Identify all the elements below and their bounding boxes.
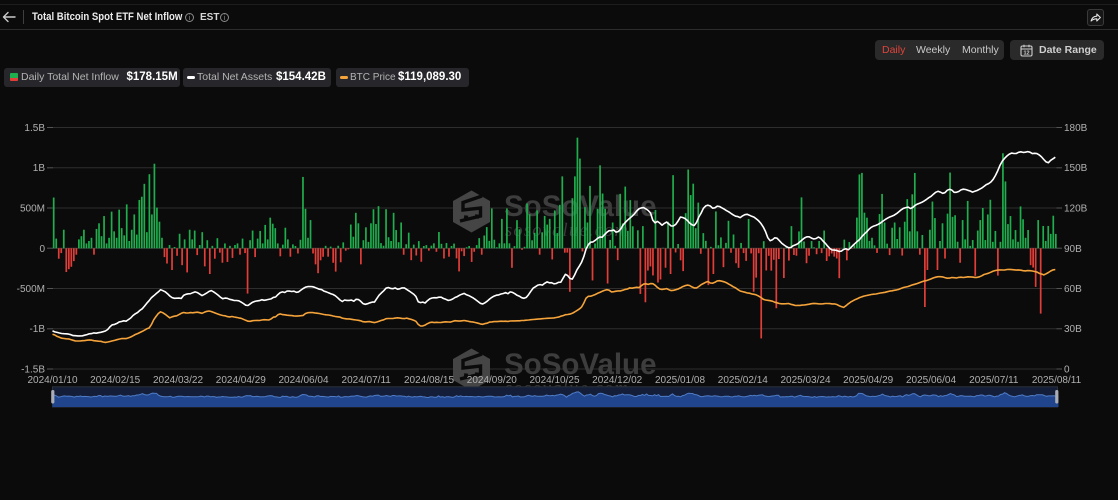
svg-text:2024/02/15: 2024/02/15 xyxy=(90,375,140,386)
svg-text:2024/01/10: 2024/01/10 xyxy=(27,375,77,386)
svg-text:2025/01/08: 2025/01/08 xyxy=(655,375,705,386)
svg-text:150B: 150B xyxy=(1064,163,1088,174)
svg-text:0: 0 xyxy=(39,244,45,255)
svg-text:2024/10/25: 2024/10/25 xyxy=(529,375,579,386)
svg-text:500M: 500M xyxy=(20,204,45,215)
svg-text:2024/04/29: 2024/04/29 xyxy=(216,375,266,386)
svg-text:2024/08/15: 2024/08/15 xyxy=(404,375,454,386)
svg-text:2024/06/04: 2024/06/04 xyxy=(278,375,328,386)
svg-text:2024/03/22: 2024/03/22 xyxy=(153,375,203,386)
svg-text:2025/06/04: 2025/06/04 xyxy=(906,375,956,386)
svg-text:2024/09/20: 2024/09/20 xyxy=(467,375,517,386)
svg-text:2025/08/11: 2025/08/11 xyxy=(1032,375,1082,386)
svg-text:2025/02/14: 2025/02/14 xyxy=(718,375,768,386)
svg-text:-500M: -500M xyxy=(17,284,45,295)
svg-text:2024/07/11: 2024/07/11 xyxy=(342,375,392,386)
svg-text:1B: 1B xyxy=(33,163,46,174)
svg-text:180B: 180B xyxy=(1064,123,1088,134)
svg-text:2025/03/24: 2025/03/24 xyxy=(780,375,830,386)
svg-text:12: 12 xyxy=(1023,51,1029,57)
svg-text:-1.5B: -1.5B xyxy=(21,365,45,376)
svg-text:-1B: -1B xyxy=(29,324,45,335)
svg-text:30B: 30B xyxy=(1064,324,1082,335)
svg-text:2025/04/29: 2025/04/29 xyxy=(843,375,893,386)
svg-text:1.5B: 1.5B xyxy=(24,123,45,134)
svg-text:120B: 120B xyxy=(1064,204,1088,215)
svg-text:0: 0 xyxy=(1064,365,1070,376)
svg-text:2025/07/11: 2025/07/11 xyxy=(969,375,1019,386)
svg-text:SoSoValue: SoSoValue xyxy=(504,348,656,381)
svg-text:60B: 60B xyxy=(1064,284,1082,295)
svg-text:90B: 90B xyxy=(1064,244,1082,255)
svg-text:2024/12/02: 2024/12/02 xyxy=(592,375,642,386)
